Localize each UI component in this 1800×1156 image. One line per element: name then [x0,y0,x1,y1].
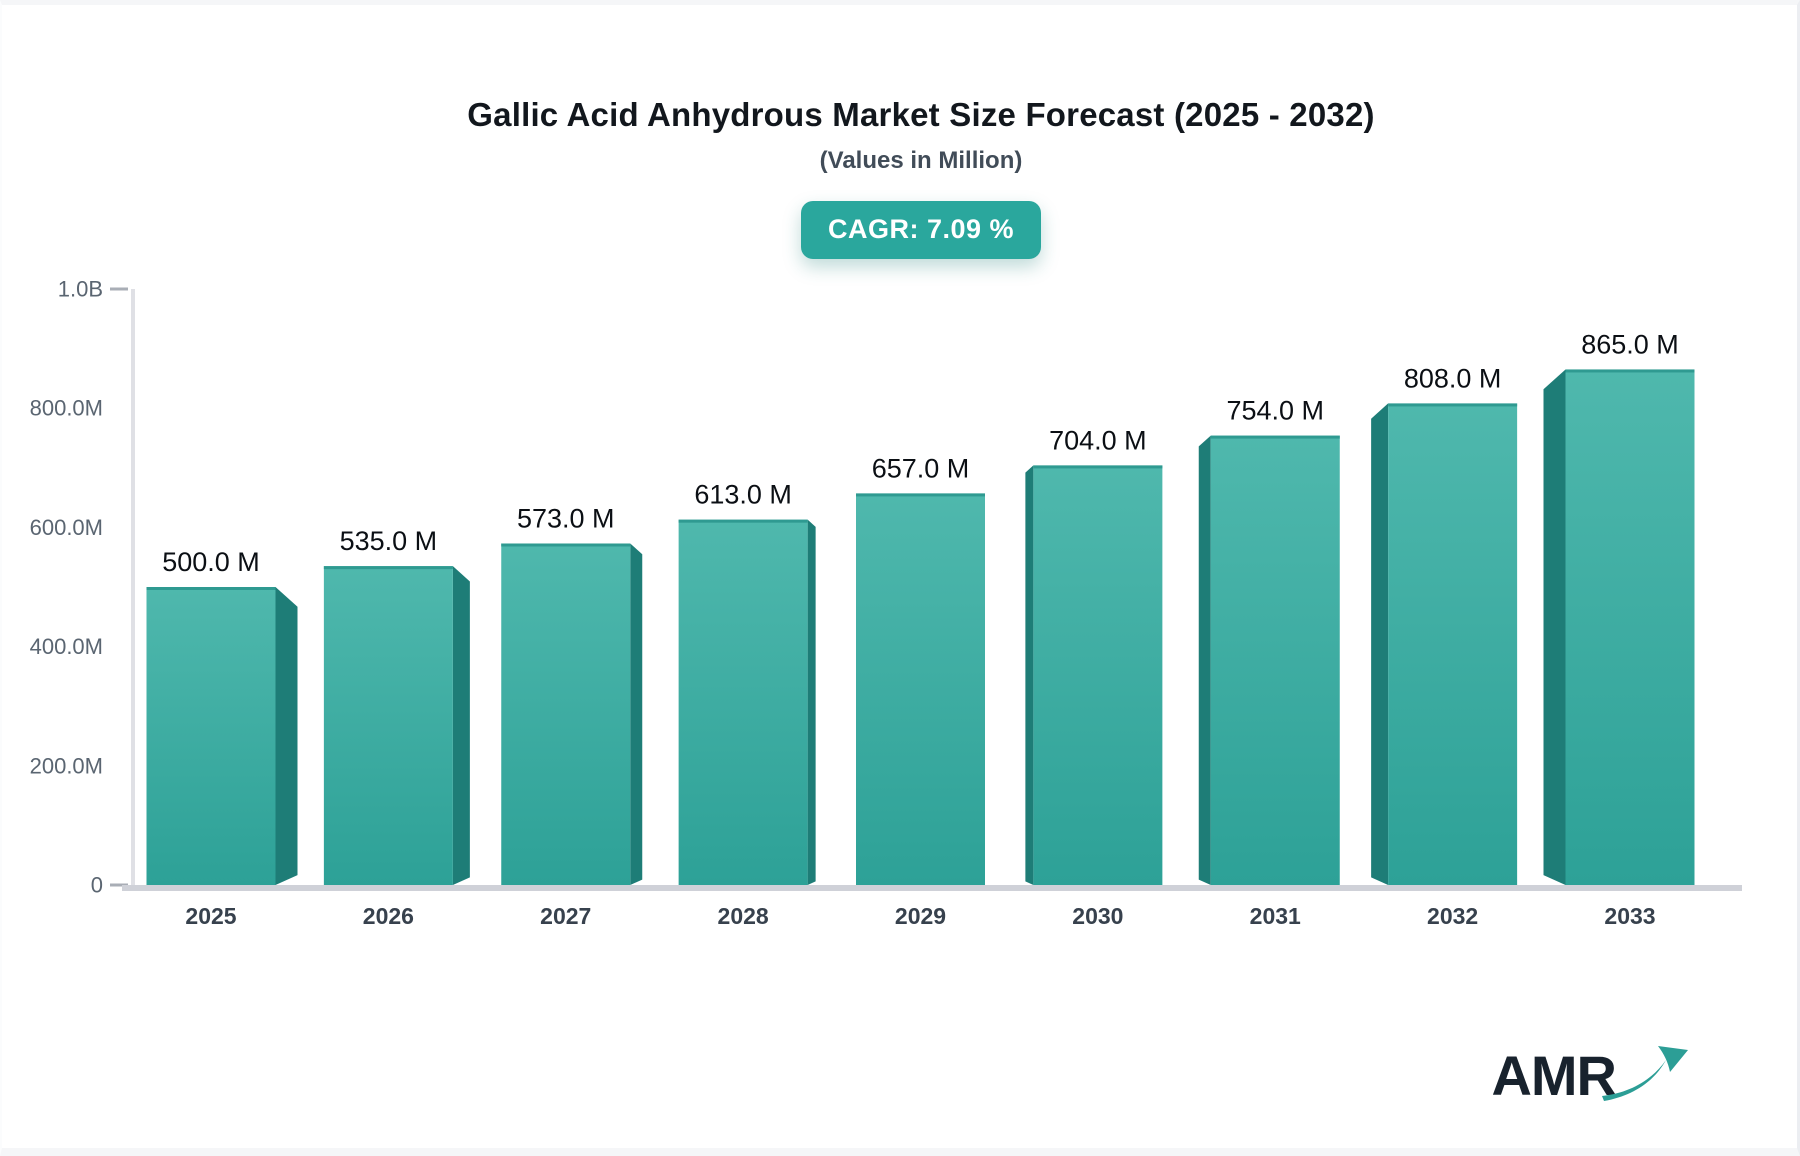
bar-top-edge [501,543,631,547]
y-axis-line [131,289,135,885]
bar-top-edge [1565,369,1695,373]
bar-2029 [856,493,985,885]
y-tick-dash [110,883,128,887]
bar-side-2030 [1025,465,1034,885]
x-tick-label-2029: 2029 [895,903,946,929]
bar-group-2025: 500.0 M 2025 [146,547,298,929]
bar-2026 [323,566,453,885]
bar-top-edge [1033,465,1163,469]
bar-side-2025 [275,587,298,885]
x-tick-label-2030: 2030 [1072,903,1123,929]
bar-side-2027 [630,543,643,885]
bar-2030 [1033,465,1163,885]
bar-value-label-2028: 613.0 M [694,480,792,510]
bar-2033 [1565,369,1695,886]
bar-group-2029: 657.0 M 2029 [856,453,985,929]
x-tick-label-2026: 2026 [363,903,414,929]
amr-logo: AMR [1491,1038,1692,1104]
y-tick-label-400.0M: 400.0M [30,634,103,659]
bar-2031 [1210,435,1340,885]
bar-2028 [678,519,808,885]
bar-side-2032 [1371,403,1389,885]
x-tick-label-2028: 2028 [718,903,769,929]
bar-value-label-2033: 865.0 M [1581,329,1679,359]
bar-value-label-2029: 657.0 M [872,453,970,483]
chart-title: Gallic Acid Anhydrous Market Size Foreca… [467,96,1375,133]
bar-value-label-2032: 808.0 M [1404,363,1502,393]
bar-top-edge [323,566,453,570]
bar-group-2027: 573.0 M 2027 [501,503,643,929]
x-tick-label-2025: 2025 [185,903,236,929]
chart-subtitle: (Values in Million) [819,147,1023,174]
x-tick-label-2031: 2031 [1250,903,1301,929]
bar-group-2033: 865.0 M 2033 [1543,329,1695,929]
y-tick-label-1.0B: 1.0B [58,277,103,302]
bar-top-edge [1210,435,1340,439]
x-tick-label-2027: 2027 [540,903,591,929]
bar-2025 [146,587,276,885]
bar-group-2032: 808.0 M 2032 [1371,363,1518,929]
bar-value-label-2030: 704.0 M [1049,425,1147,455]
y-tick-dash [110,287,128,291]
logo-arrow-icon [1602,1046,1688,1101]
chart-header: Gallic Acid Anhydrous Market Size Foreca… [42,96,1800,259]
x-tick-label-2032: 2032 [1427,903,1478,929]
bar-side-2031 [1198,435,1211,885]
bar-value-label-2026: 535.0 M [340,526,438,556]
bar-top-edge [146,587,276,590]
bar-top-edge [678,519,808,523]
bar-value-label-2031: 754.0 M [1226,396,1324,426]
bar-side-2028 [807,519,816,885]
bar-top-edge [1388,403,1518,407]
bar-value-label-2027: 573.0 M [517,503,615,533]
bar-group-2031: 754.0 M 2031 [1198,396,1340,929]
y-tick-label-600.0M: 600.0M [30,515,103,540]
y-tick-label-800.0M: 800.0M [30,396,103,421]
amr-logo-text: AMR [1491,1044,1617,1107]
y-tick-label-0: 0 [91,873,103,898]
x-axis-baseline [122,885,1742,891]
x-tick-label-2033: 2033 [1604,903,1655,929]
bar-2032 [1388,403,1518,885]
bar-group-2030: 704.0 M 2030 [1025,425,1163,929]
bar-top-edge [856,493,985,497]
bar-group-2026: 535.0 M 2026 [323,526,470,929]
bar-group-2028: 613.0 M 2028 [678,480,816,929]
bar-2027 [501,543,631,885]
bar-side-2033 [1543,369,1566,886]
bar-side-2026 [452,566,470,885]
cagr-badge: CAGR: 7.09 % [800,201,1042,259]
y-tick-label-200.0M: 200.0M [30,753,103,778]
bar-value-label-2025: 500.0 M [162,547,260,577]
